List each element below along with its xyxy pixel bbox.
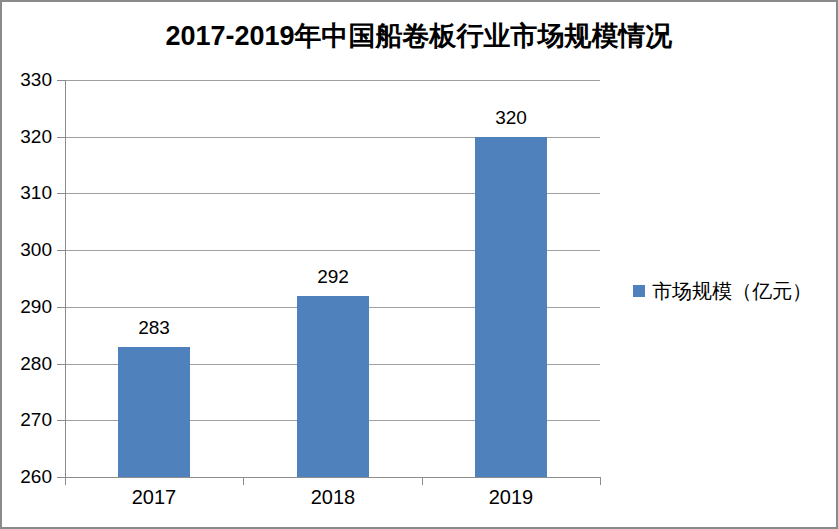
y-axis-tick-label: 300 [2,240,52,260]
y-axis-tick-label: 320 [2,127,52,147]
bar-2019 [475,137,547,477]
y-axis-tick [57,80,65,81]
y-axis-tick [57,477,65,478]
x-axis-tick [600,477,601,485]
y-axis-tick [57,137,65,138]
bar-2018 [297,296,369,477]
legend-swatch-icon [633,285,645,297]
y-axis-tick [57,420,65,421]
y-axis-tick [57,307,65,308]
y-axis-tick-label: 290 [2,297,52,317]
y-axis-tick-label: 330 [2,70,52,90]
x-axis-line [65,477,601,478]
x-axis-category-label: 2017 [99,486,209,508]
x-axis-tick [243,477,244,485]
x-axis-tick [65,477,66,485]
x-axis-category-label: 2018 [278,486,388,508]
y-axis-line [65,80,66,477]
y-axis-tick-label: 280 [2,354,52,374]
y-axis-tick-label: 260 [2,467,52,487]
legend: 市场规模（亿元） [633,280,812,302]
bar-chart: 2017-2019年中国船卷板行业市场规模情况 市场规模（亿元） 260 270 2… [0,0,838,529]
x-axis-tick [422,477,423,485]
bar-2017 [118,347,190,477]
y-axis-tick [57,250,65,251]
bar-value-label: 292 [278,266,388,288]
legend-label: 市场规模（亿元） [652,280,812,302]
bar-value-label: 283 [99,317,209,339]
y-axis-tick-label: 310 [2,183,52,203]
y-axis-tick-label: 270 [2,410,52,430]
chart-title: 2017-2019年中国船卷板行业市场规模情况 [2,16,836,56]
y-axis-tick [57,364,65,365]
x-axis-category-label: 2019 [456,486,566,508]
bar-value-label: 320 [456,107,566,129]
y-axis-tick [57,193,65,194]
gridline [65,80,600,81]
